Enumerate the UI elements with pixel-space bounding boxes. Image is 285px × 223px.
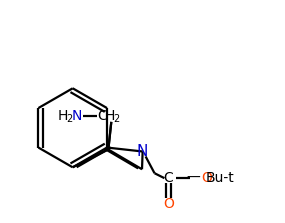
Text: 2: 2 xyxy=(113,114,119,124)
Text: H: H xyxy=(58,109,68,123)
Text: —: — xyxy=(186,171,200,185)
Text: O: O xyxy=(201,171,212,185)
Text: Bu-t: Bu-t xyxy=(205,171,234,185)
Text: 2: 2 xyxy=(67,114,73,124)
Text: O: O xyxy=(163,197,174,211)
Text: H: H xyxy=(104,109,115,123)
Text: C: C xyxy=(97,109,107,123)
Text: N: N xyxy=(137,144,148,159)
Text: N: N xyxy=(72,109,82,123)
Text: C: C xyxy=(164,171,173,185)
